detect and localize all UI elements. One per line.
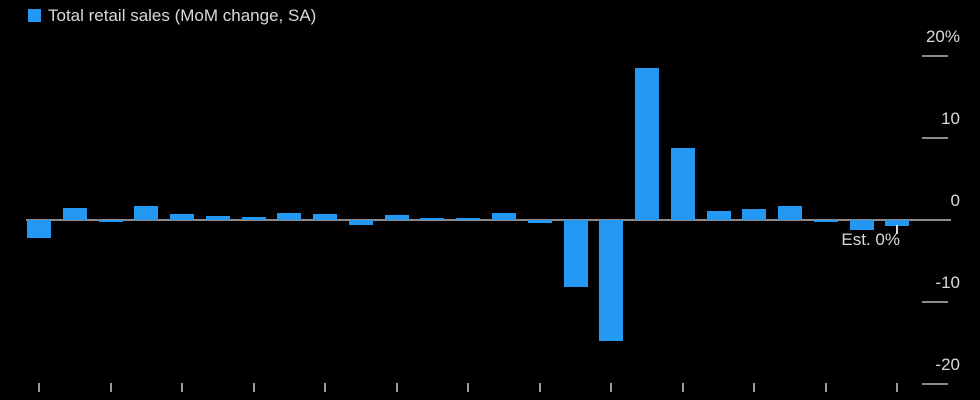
x-axis-tick [467, 383, 470, 392]
y-axis-label: 0 [950, 191, 960, 210]
bar [492, 212, 516, 220]
bar [27, 220, 51, 239]
bar [205, 215, 230, 220]
bar [277, 212, 302, 220]
bar [456, 217, 481, 220]
bar [134, 206, 159, 220]
y-axis-tick [922, 55, 948, 57]
bar [813, 220, 838, 223]
bar [420, 217, 445, 220]
x-axis-tick [324, 383, 327, 392]
bar [599, 220, 624, 342]
legend-label: Total retail sales (MoM change, SA) [48, 6, 317, 25]
y-axis-tick [922, 137, 948, 139]
bar [706, 210, 731, 220]
y-axis-tick [922, 383, 948, 385]
bar [849, 220, 874, 230]
bar [527, 220, 552, 224]
bar [384, 215, 409, 220]
legend-square-icon [28, 9, 41, 22]
y-axis-label: -20 [935, 355, 960, 374]
y-axis-tick [922, 301, 948, 303]
bar [563, 220, 588, 288]
estimate-annotation: Est. 0% [841, 230, 900, 249]
x-axis-tick [252, 383, 255, 392]
bar [885, 220, 910, 226]
bar [742, 208, 767, 220]
x-axis-tick [896, 383, 899, 392]
x-axis-tick [681, 383, 684, 392]
legend: Total retail sales (MoM change, SA) [28, 7, 316, 24]
x-axis-tick [395, 383, 398, 392]
bar [778, 206, 803, 220]
y-axis-label: -10 [935, 273, 960, 292]
bar [313, 214, 338, 220]
x-axis-tick [38, 383, 40, 392]
x-axis-tick [538, 383, 541, 392]
bar [98, 220, 123, 223]
bar [170, 214, 195, 220]
y-axis-label: 20% [925, 27, 960, 46]
x-axis-tick [181, 383, 184, 392]
bar [635, 68, 660, 220]
bar [670, 147, 695, 220]
estimate-tick-mark [896, 225, 898, 234]
bar [62, 207, 87, 220]
x-axis-tick [824, 383, 827, 392]
y-axis-label: 10 [941, 109, 960, 128]
x-axis-tick [610, 383, 613, 392]
x-axis-tick [109, 383, 112, 392]
bar [241, 216, 266, 220]
x-axis-tick [753, 383, 756, 392]
bar [348, 220, 373, 225]
zero-axis-line [26, 219, 951, 221]
